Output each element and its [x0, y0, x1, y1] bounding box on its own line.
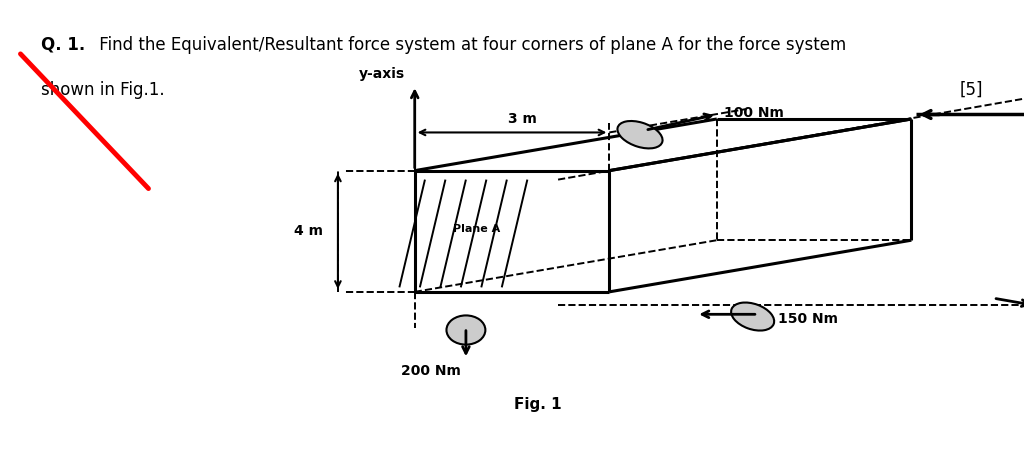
Text: Q. 1.: Q. 1.: [41, 36, 85, 54]
Text: shown in Fig.1.: shown in Fig.1.: [41, 81, 165, 99]
Text: 4 m: 4 m: [294, 224, 323, 238]
Text: 3 m: 3 m: [508, 112, 537, 126]
Ellipse shape: [731, 303, 774, 330]
Ellipse shape: [446, 316, 485, 345]
Ellipse shape: [617, 121, 663, 149]
Text: Fig. 1: Fig. 1: [514, 396, 561, 412]
Text: 100 Nm: 100 Nm: [724, 106, 783, 120]
Text: Plane A: Plane A: [453, 224, 500, 234]
Text: y-axis: y-axis: [358, 67, 404, 81]
Text: Find the Equivalent/Resultant force system at four corners of plane A for the fo: Find the Equivalent/Resultant force syst…: [94, 36, 847, 54]
Text: 150 Nm: 150 Nm: [778, 312, 839, 326]
Text: 200 Nm: 200 Nm: [401, 364, 461, 378]
Text: [5]: [5]: [959, 81, 983, 99]
